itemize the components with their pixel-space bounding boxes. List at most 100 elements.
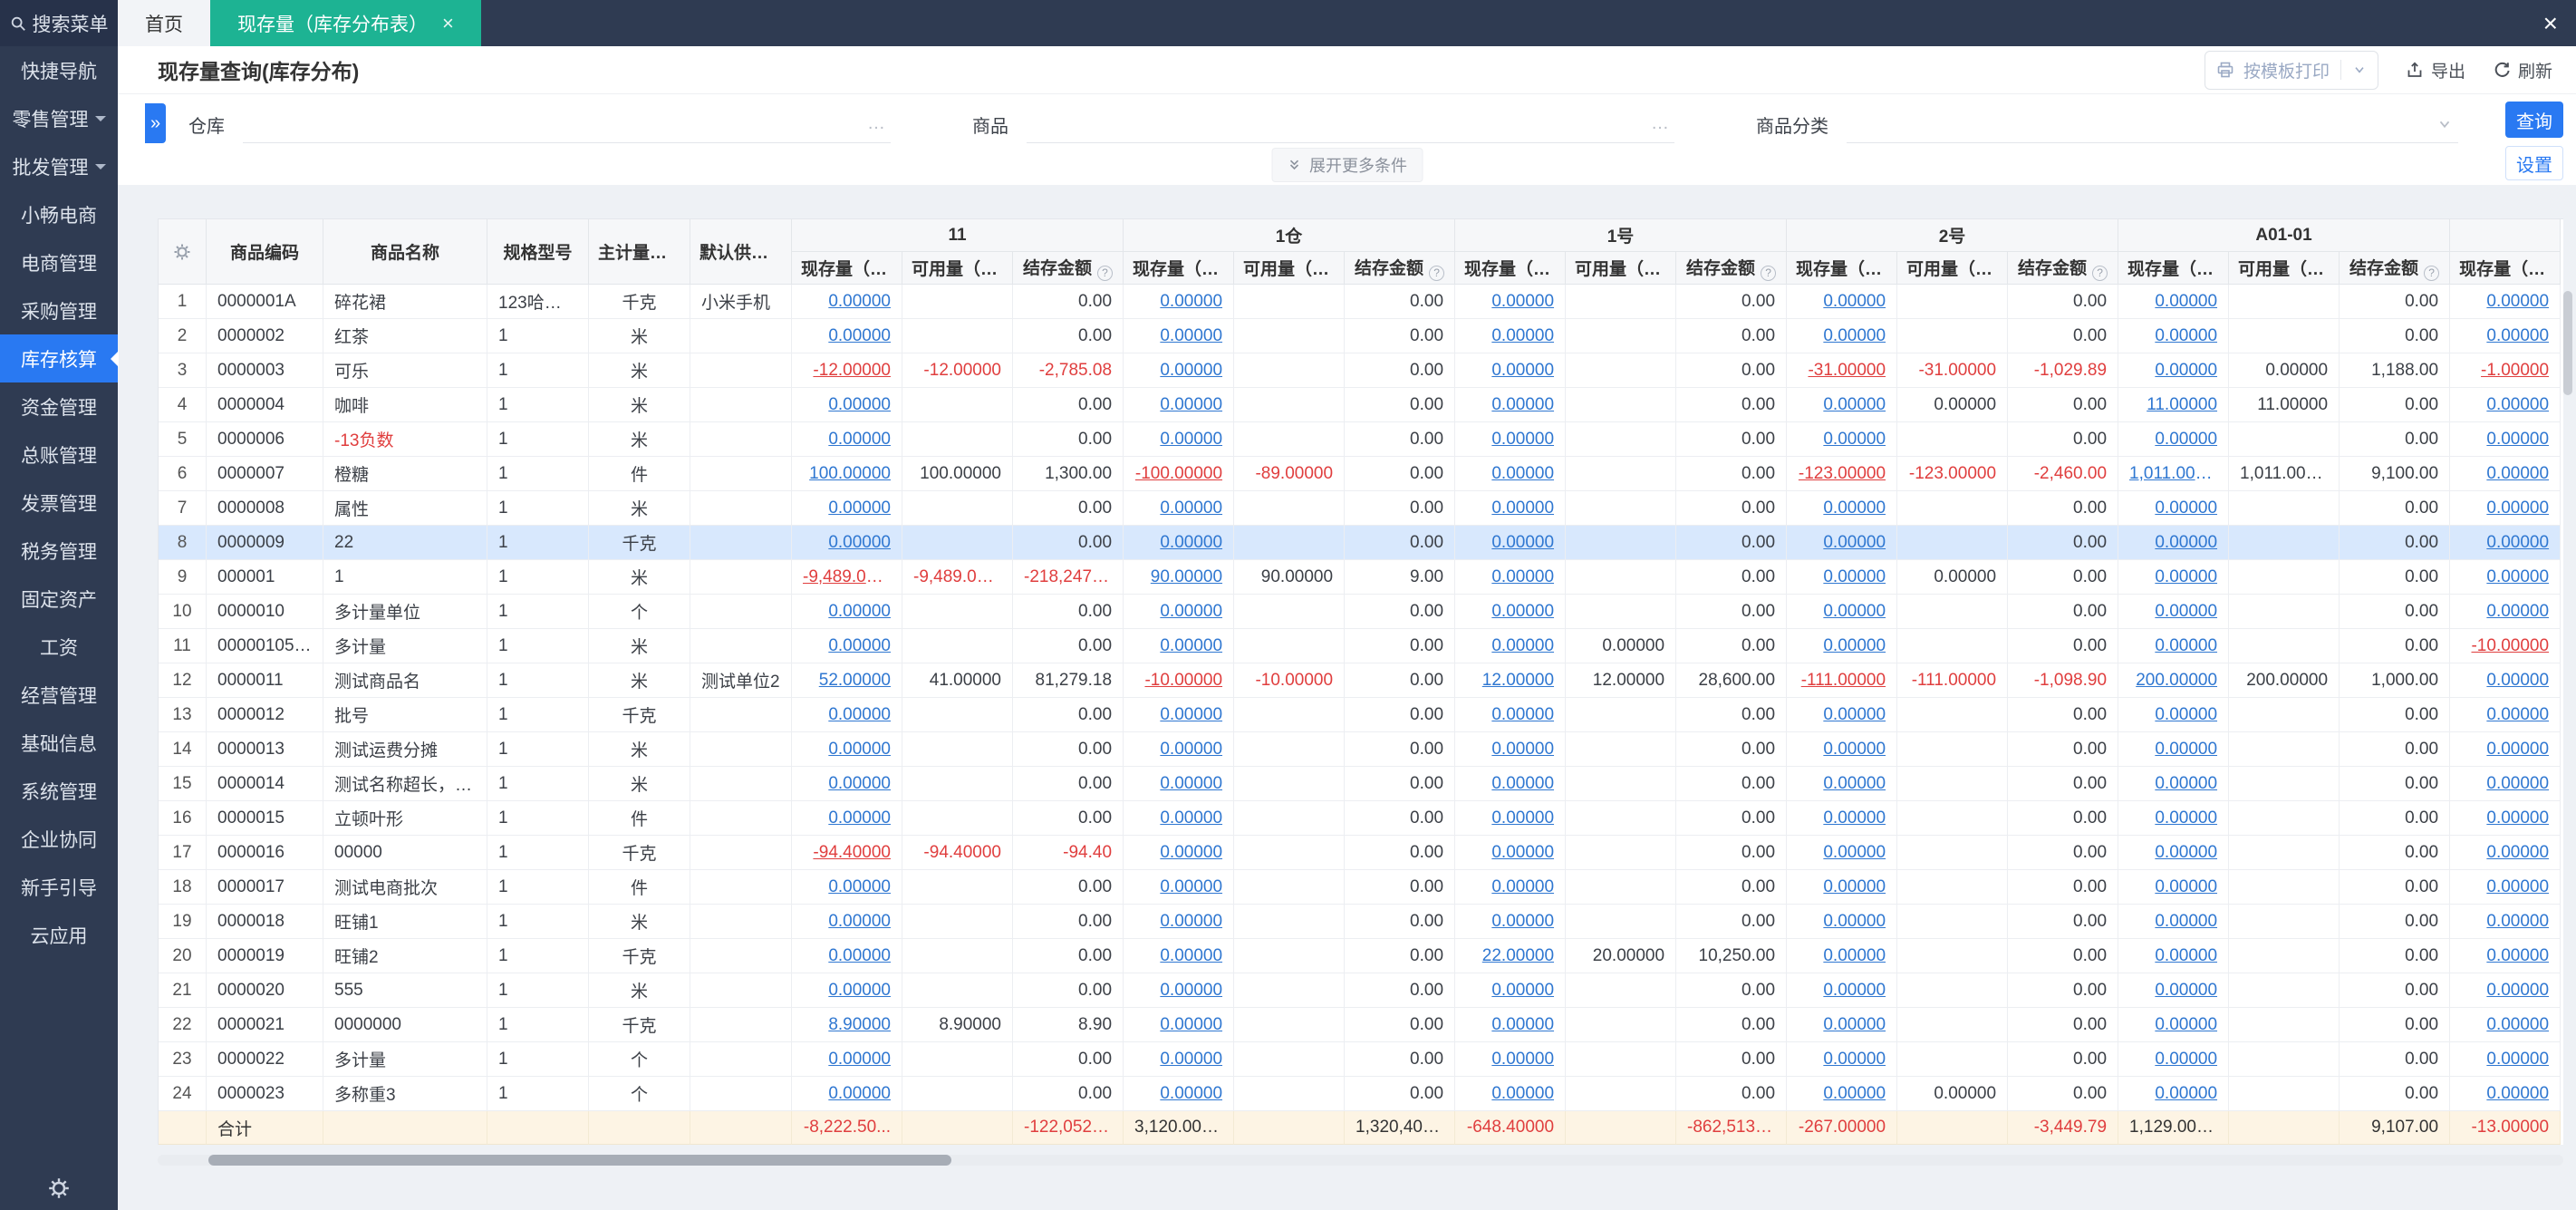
expand-more-button[interactable]: 展开更多条件: [1271, 148, 1423, 182]
stock-qty-cell[interactable]: 0.00000: [2118, 939, 2230, 973]
stock-qty-cell[interactable]: 0.00000: [2450, 698, 2562, 732]
table-row[interactable]: 20 0000019 旺铺2 1 千克 0.00000 0.00 0.00000 0.00 22.…: [159, 939, 2562, 973]
stock-qty-cell[interactable]: 0.00000: [792, 767, 902, 801]
stock-qty-cell[interactable]: 0.00000: [1787, 629, 1898, 663]
stock-qty-cell[interactable]: 0.00000: [1455, 1077, 1567, 1111]
stock-qty-cell[interactable]: 0.00000: [1124, 836, 1235, 870]
stock-qty-cell[interactable]: 0.00000: [1787, 732, 1898, 767]
stock-qty-cell[interactable]: 0.00000: [792, 526, 902, 560]
stock-qty-cell[interactable]: 0.00000: [1787, 836, 1898, 870]
sidebar-item-15[interactable]: 经营管理: [0, 671, 118, 719]
stock-qty-cell[interactable]: 0.00000: [1124, 491, 1235, 526]
stock-qty-cell[interactable]: -94.40000: [792, 836, 902, 870]
help-icon[interactable]: ?: [2092, 265, 2108, 281]
stock-qty-cell[interactable]: 0.00000: [2450, 491, 2562, 526]
h-scrollbar-thumb[interactable]: [208, 1155, 951, 1166]
stock-qty-cell[interactable]: 0.00000: [1455, 767, 1567, 801]
stock-qty-cell[interactable]: -123.00000: [1787, 457, 1898, 491]
sidebar-item-1[interactable]: 搜索菜单: [0, 0, 118, 46]
table-row[interactable]: 16 0000015 立顿叶形 1 件 0.00000 0.00 0.00000 0.00 0.0…: [159, 801, 2562, 836]
table-row[interactable]: 10 0000010 多计量单位 1 个 0.00000 0.00 0.00000 0.00 0.…: [159, 595, 2562, 629]
stock-qty-cell[interactable]: 0.00000: [2450, 1042, 2562, 1077]
stock-qty-cell[interactable]: 0.00000: [1124, 353, 1235, 388]
stock-qty-cell[interactable]: 0.00000: [2450, 939, 2562, 973]
sidebar-item-4[interactable]: 批发管理: [0, 142, 118, 190]
help-icon[interactable]: ?: [1429, 265, 1445, 281]
sidebar-item-7[interactable]: 采购管理: [0, 286, 118, 334]
stock-qty-cell[interactable]: -31.00000: [1787, 353, 1898, 388]
stock-qty-cell[interactable]: 0.00000: [2118, 285, 2230, 319]
stock-qty-cell[interactable]: 0.00000: [1787, 491, 1898, 526]
stock-qty-cell[interactable]: 8.90000: [792, 1008, 902, 1042]
stock-qty-cell[interactable]: 0.00000: [2118, 1077, 2230, 1111]
sidebar-item-18[interactable]: 企业协同: [0, 815, 118, 863]
stock-qty-cell[interactable]: 0.00000: [2118, 698, 2230, 732]
stock-qty-cell[interactable]: 0.00000: [2450, 1077, 2562, 1111]
stock-qty-cell[interactable]: 0.00000: [2118, 836, 2230, 870]
stock-qty-cell[interactable]: 0.00000: [2118, 629, 2230, 663]
stock-qty-cell[interactable]: 0.00000: [792, 1077, 902, 1111]
table-row[interactable]: 9 000001 1 1 米 -9,489.00000 -9,489.000... -218,…: [159, 560, 2562, 595]
help-icon[interactable]: ?: [1761, 265, 1777, 281]
table-row[interactable]: 18 0000017 测试电商批次 1 件 0.00000 0.00 0.00000 0.00 0…: [159, 870, 2562, 905]
sidebar-item-3[interactable]: 零售管理: [0, 94, 118, 142]
stock-qty-cell[interactable]: 0.00000: [1124, 801, 1235, 836]
stock-qty-cell[interactable]: 0.00000: [792, 801, 902, 836]
stock-qty-cell[interactable]: 0.00000: [1124, 595, 1235, 629]
sidebar-item-14[interactable]: 工资: [0, 623, 118, 671]
table-row[interactable]: 4 0000004 咖啡 1 米 0.00000 0.00 0.00000 0.00 0.0000…: [159, 388, 2562, 422]
stock-qty-cell[interactable]: 0.00000: [2450, 1008, 2562, 1042]
picker-ellipsis-icon[interactable]: …: [1651, 113, 1669, 133]
stock-qty-cell[interactable]: 0.00000: [2450, 973, 2562, 1008]
table-row[interactable]: 13 0000012 批号 1 千克 0.00000 0.00 0.00000 0.00 0.00…: [159, 698, 2562, 732]
stock-qty-cell[interactable]: 0.00000: [2118, 1042, 2230, 1077]
stock-qty-cell[interactable]: 0.00000: [1455, 732, 1567, 767]
stock-qty-cell[interactable]: 0.00000: [2118, 491, 2230, 526]
table-row[interactable]: 1 0000001A 碎花裙 123哈哈哈... 千克 小米手机 0.00000 0.00 0.…: [159, 285, 2562, 319]
stock-qty-cell[interactable]: 0.00000: [792, 698, 902, 732]
sidebar-item-9[interactable]: 资金管理: [0, 382, 118, 431]
help-icon[interactable]: ?: [2424, 265, 2440, 281]
picker-ellipsis-icon[interactable]: …: [867, 113, 885, 133]
stock-qty-cell[interactable]: -10.00000: [2450, 629, 2562, 663]
stock-qty-cell[interactable]: 0.00000: [792, 629, 902, 663]
table-row[interactable]: 14 0000013 测试运费分摊 1 米 0.00000 0.00 0.00000 0.00 0…: [159, 732, 2562, 767]
sidebar-settings-gear-icon[interactable]: [0, 1177, 118, 1199]
stock-qty-cell[interactable]: 0.00000: [1455, 595, 1567, 629]
stock-qty-cell[interactable]: 0.00000: [1124, 285, 1235, 319]
stock-qty-cell[interactable]: 0.00000: [2118, 870, 2230, 905]
stock-qty-cell[interactable]: 0.00000: [2450, 319, 2562, 353]
table-row[interactable]: 12 0000011 测试商品名 1 米测试单位2 52.00000 41.00000 81,…: [159, 663, 2562, 698]
stock-qty-cell[interactable]: 0.00000: [1787, 285, 1898, 319]
stock-qty-cell[interactable]: 0.00000: [1124, 732, 1235, 767]
stock-qty-cell[interactable]: 0.00000: [792, 732, 902, 767]
stock-qty-cell[interactable]: 0.00000: [1455, 836, 1567, 870]
stock-qty-cell[interactable]: 0.00000: [1787, 905, 1898, 939]
stock-qty-cell[interactable]: 0.00000: [1455, 388, 1567, 422]
column-settings-icon[interactable]: [159, 219, 207, 285]
stock-qty-cell[interactable]: 0.00000: [1787, 1008, 1898, 1042]
stock-qty-cell[interactable]: 0.00000: [1787, 595, 1898, 629]
stock-qty-cell[interactable]: 0.00000: [2450, 457, 2562, 491]
stock-qty-cell[interactable]: 0.00000: [2118, 319, 2230, 353]
tab-active[interactable]: 现存量（库存分布表） ×: [210, 0, 481, 46]
stock-qty-cell[interactable]: 0.00000: [2450, 285, 2562, 319]
table-row[interactable]: 23 0000022 多计量 1 个 0.00000 0.00 0.00000 0.00 0.00…: [159, 1042, 2562, 1077]
refresh-button[interactable]: 刷新: [2493, 58, 2552, 82]
stock-qty-cell[interactable]: 0.00000: [1455, 560, 1567, 595]
sidebar-item-8[interactable]: 库存核算: [0, 334, 118, 382]
stock-qty-cell[interactable]: 100.00000: [792, 457, 902, 491]
sidebar-item-11[interactable]: 发票管理: [0, 479, 118, 527]
table-row[interactable]: 3 0000003 可乐 1 米 -12.00000 -12.00000 -2,785.08 0…: [159, 353, 2562, 388]
stock-qty-cell[interactable]: 0.00000: [1124, 1077, 1235, 1111]
stock-qty-cell[interactable]: 0.00000: [2450, 836, 2562, 870]
stock-qty-cell[interactable]: 0.00000: [1124, 698, 1235, 732]
stock-qty-cell[interactable]: 0.00000: [2450, 422, 2562, 457]
tab-close-icon[interactable]: ×: [442, 11, 454, 34]
print-template-button[interactable]: 按模板打印: [2204, 50, 2378, 90]
stock-qty-cell[interactable]: 0.00000: [1124, 388, 1235, 422]
table-row[interactable]: 5 0000006 -13负数 1 米 0.00000 0.00 0.00000 0.00 0.0…: [159, 422, 2562, 457]
stock-qty-cell[interactable]: 0.00000: [2118, 353, 2230, 388]
stock-qty-cell[interactable]: 0.00000: [792, 319, 902, 353]
table-row[interactable]: 150000014测试名称超长，然后数...1米0.000000.000.000…: [159, 767, 2562, 801]
